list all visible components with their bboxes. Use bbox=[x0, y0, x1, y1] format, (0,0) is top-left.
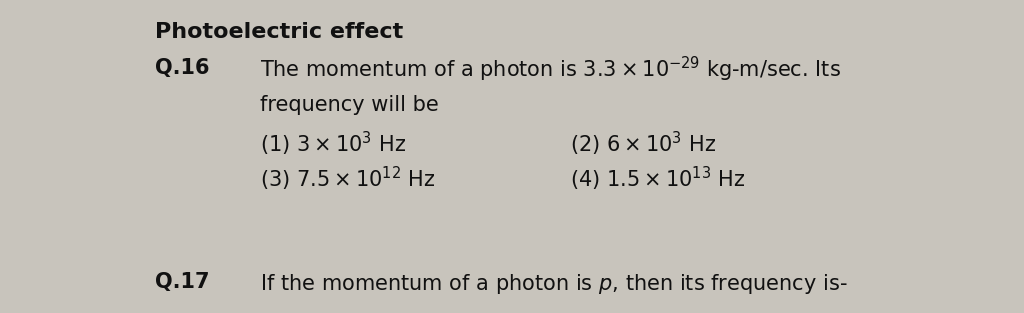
Text: Q.17: Q.17 bbox=[155, 272, 210, 292]
Text: Q.16: Q.16 bbox=[155, 58, 210, 78]
Text: (4) $1.5 \times 10^{13}$ Hz: (4) $1.5 \times 10^{13}$ Hz bbox=[570, 165, 745, 193]
Text: (2) $6 \times 10^{3}$ Hz: (2) $6 \times 10^{3}$ Hz bbox=[570, 130, 716, 158]
Text: Photoelectric effect: Photoelectric effect bbox=[155, 22, 403, 42]
Text: (3) $7.5 \times 10^{12}$ Hz: (3) $7.5 \times 10^{12}$ Hz bbox=[260, 165, 435, 193]
Text: (1) $3 \times 10^{3}$ Hz: (1) $3 \times 10^{3}$ Hz bbox=[260, 130, 407, 158]
Text: The momentum of a photon is $3.3 \times 10^{-29}$ kg-m/sec. Its: The momentum of a photon is $3.3 \times … bbox=[260, 55, 841, 84]
Text: frequency will be: frequency will be bbox=[260, 95, 438, 115]
Text: If the momentum of a photon is $p$, then its frequency is-: If the momentum of a photon is $p$, then… bbox=[260, 272, 848, 296]
